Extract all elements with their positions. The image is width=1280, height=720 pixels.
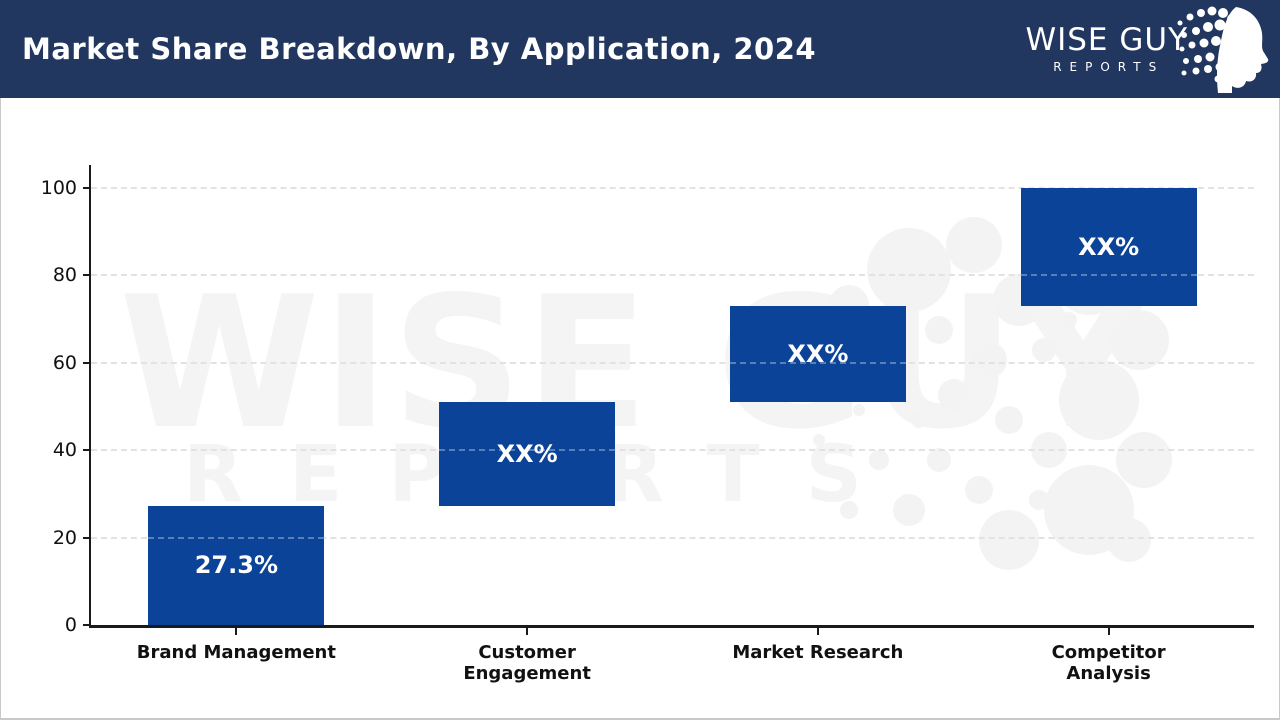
bar-customer-engagement: XX%: [439, 401, 616, 506]
y-tick-label: 20: [52, 526, 77, 549]
y-tick: [83, 274, 91, 277]
x-category-label: Brand Management: [116, 642, 356, 663]
x-tick: [526, 627, 529, 635]
y-tick: [83, 361, 91, 364]
x-axis-spine: [89, 625, 1254, 628]
bar-value-label: 27.3%: [194, 551, 278, 580]
bar-value-label: XX%: [787, 339, 849, 368]
x-tick: [235, 627, 238, 635]
gridline-over-bar: [1020, 274, 1197, 277]
bar-market-research: XX%: [729, 305, 906, 402]
h-gridline: [91, 361, 1254, 364]
x-category-label: Competitor Analysis: [989, 642, 1229, 684]
x-category-label-line: Brand Management: [136, 642, 336, 663]
y-tick-label: 0: [64, 614, 77, 636]
logo-subtitle: REPORTS: [1053, 59, 1165, 74]
page-title: Market Share Breakdown, By Application, …: [22, 32, 817, 66]
y-tick-label: 60: [52, 351, 77, 374]
bar-competitor-analysis: XX%: [1020, 188, 1197, 306]
y-tick: [83, 624, 91, 626]
h-gridline: [91, 274, 1254, 277]
gridline-over-bar: [439, 449, 616, 452]
x-category-label-line: Analysis: [1066, 663, 1151, 684]
gridline-over-bar: [729, 361, 906, 364]
bar-value-label: XX%: [496, 439, 558, 468]
x-category-label-line: Engagement: [463, 663, 591, 684]
y-tick: [83, 187, 91, 189]
gridline-over-bar: [148, 536, 325, 539]
y-tick-label: 100: [40, 177, 77, 199]
x-category-label-line: Market Research: [732, 642, 904, 663]
wise-guy-reports-logo: WISE GUY REPORTS: [1025, 5, 1270, 93]
chart-canvas: WISE GUY REPORTS 02040608010027.3%Brand …: [0, 98, 1280, 720]
x-category-label: Market Research: [698, 642, 938, 663]
y-tick: [83, 449, 91, 452]
header-bar: Market Share Breakdown, By Application, …: [0, 0, 1280, 98]
y-axis-spine: [89, 165, 91, 627]
logo-text: WISE GUY REPORTS: [1025, 21, 1188, 74]
h-gridline: [91, 536, 1254, 539]
x-category-label-line: Customer: [478, 642, 576, 663]
bar-brand-management: 27.3%: [148, 505, 325, 625]
h-gridline: [91, 187, 1254, 189]
y-tick: [83, 536, 91, 539]
x-category-label-line: Competitor: [1051, 642, 1166, 663]
h-gridline: [91, 449, 1254, 452]
dotted-face-icon: [1174, 5, 1270, 93]
x-category-label: Customer Engagement: [407, 642, 647, 684]
bar-value-label: XX%: [1078, 232, 1140, 261]
logo-wordmark: WISE GUY: [1025, 21, 1188, 58]
y-tick-label: 80: [52, 264, 77, 287]
x-tick: [816, 627, 819, 635]
y-tick-label: 40: [52, 439, 77, 462]
x-tick: [1107, 627, 1110, 635]
